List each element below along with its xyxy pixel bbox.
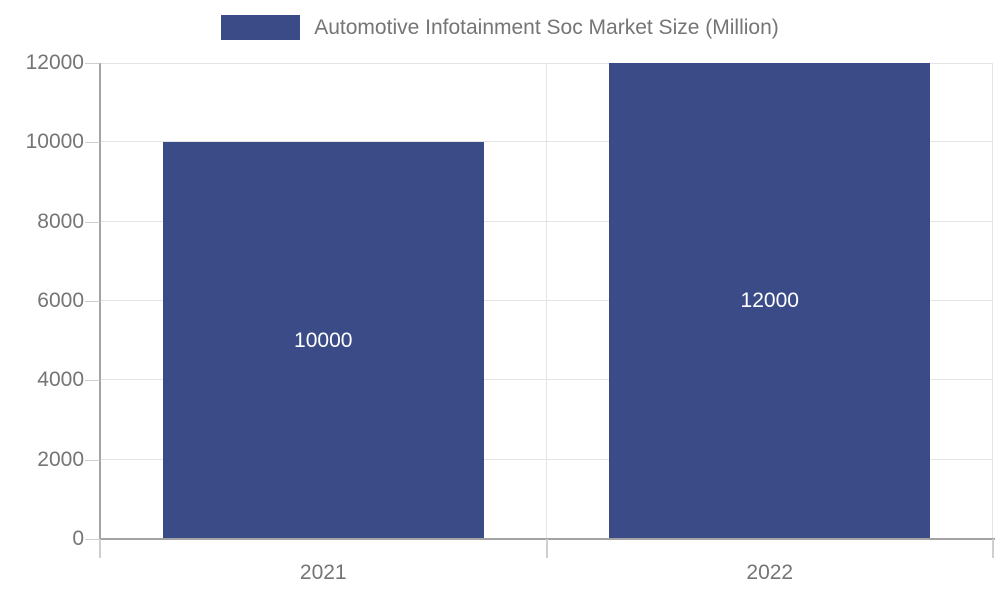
legend-swatch bbox=[221, 15, 301, 40]
y-axis-label: 10000 bbox=[25, 130, 84, 154]
y-axis-label: 8000 bbox=[37, 209, 84, 233]
y-axis-label: 6000 bbox=[37, 289, 84, 312]
bar-value-label: 12000 bbox=[740, 289, 799, 312]
gridline-2000 bbox=[100, 458, 993, 460]
y-tick-8000 bbox=[85, 221, 100, 223]
legend-label: Automotive Infotainment Soc Market Size … bbox=[314, 15, 779, 39]
y-axis-label: 12000 bbox=[25, 51, 84, 74]
x-axis-label-2021: 2021 bbox=[299, 561, 347, 584]
bar-2022[interactable]: 12000 bbox=[609, 63, 931, 539]
y-axis-label: 0 bbox=[72, 527, 84, 550]
split-line-v bbox=[992, 63, 993, 539]
gridline-4000 bbox=[100, 379, 993, 381]
y-tick-4000 bbox=[85, 380, 100, 382]
legend[interactable]: Automotive Infotainment Soc Market Size … bbox=[0, 15, 1000, 40]
y-tick-2000 bbox=[85, 459, 100, 461]
bars-layer: 10000 12000 bbox=[100, 63, 993, 539]
y-axis-label: 4000 bbox=[37, 368, 84, 392]
split-line-v bbox=[545, 63, 547, 539]
gridline-12000 bbox=[100, 63, 993, 64]
y-tick-0 bbox=[85, 539, 100, 540]
y-tick-6000 bbox=[85, 301, 100, 302]
gridline-8000 bbox=[100, 220, 993, 222]
gridline-10000 bbox=[100, 141, 993, 143]
bar-value-label: 10000 bbox=[294, 328, 353, 352]
y-axis-line bbox=[99, 63, 101, 539]
x-tick bbox=[545, 539, 548, 558]
x-tick bbox=[992, 539, 994, 558]
plot-area: 10000 12000 bbox=[100, 63, 993, 539]
y-tick-12000 bbox=[85, 63, 100, 64]
x-labels-layer: 2021 2022 bbox=[100, 560, 993, 586]
gridline-6000 bbox=[100, 300, 993, 301]
y-axis-label: 2000 bbox=[37, 447, 84, 471]
bar-2021[interactable]: 10000 bbox=[162, 142, 484, 539]
x-tick bbox=[99, 539, 101, 558]
y-tick-10000 bbox=[85, 142, 100, 144]
x-axis-label-2022: 2022 bbox=[746, 561, 794, 584]
